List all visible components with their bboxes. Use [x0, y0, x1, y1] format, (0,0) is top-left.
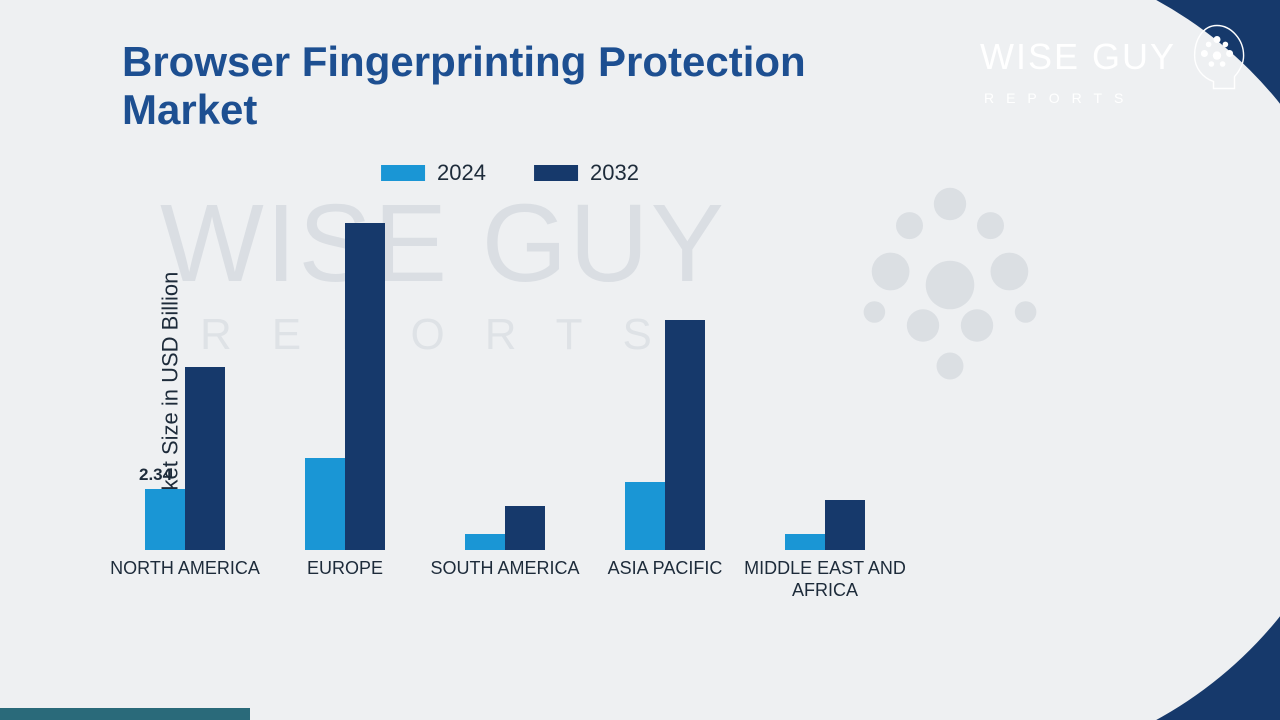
- chart-canvas: WISE GUY REPORTS WISE GUY REPORTS Browse…: [0, 0, 1280, 720]
- category-label: MIDDLE EAST AND AFRICA: [728, 558, 923, 601]
- bar-pair: [625, 320, 705, 550]
- bar-pair: [305, 223, 385, 550]
- legend-label-2032: 2032: [590, 160, 639, 186]
- bar-2032: [185, 367, 225, 550]
- bar-pair: [465, 506, 545, 550]
- legend-item-2032: 2032: [534, 160, 639, 186]
- bar-value-label: 2.34: [139, 465, 172, 485]
- plot-area: NORTH AMERICA2.34EUROPESOUTH AMERICAASIA…: [120, 210, 920, 550]
- bar-2024: [785, 534, 825, 550]
- legend-swatch-2024: [381, 165, 425, 181]
- bar-2024: [465, 534, 505, 550]
- chart-area: 2024 2032 Market Size in USD Billion NOR…: [100, 160, 920, 640]
- legend-label-2024: 2024: [437, 160, 486, 186]
- bar-pair: [785, 500, 865, 550]
- legend-swatch-2032: [534, 165, 578, 181]
- bar-2032: [825, 500, 865, 550]
- bar-2024: [625, 482, 665, 550]
- legend-item-2024: 2024: [381, 160, 486, 186]
- footer-accent-bar: [0, 708, 250, 720]
- logo-subtext: REPORTS: [980, 90, 1252, 106]
- chart-title: Browser Fingerprinting Protection Market: [122, 38, 842, 135]
- bar-2032: [345, 223, 385, 550]
- bar-2032: [505, 506, 545, 550]
- bar-2032: [665, 320, 705, 550]
- brand-logo: WISE GUY REPORTS: [980, 22, 1252, 106]
- legend: 2024 2032: [381, 160, 639, 186]
- logo-head-icon: [1182, 22, 1252, 92]
- bar-2024: [145, 489, 185, 550]
- bar-2024: [305, 458, 345, 550]
- logo-text: WISE GUY: [980, 36, 1176, 78]
- bar-pair: [145, 367, 225, 550]
